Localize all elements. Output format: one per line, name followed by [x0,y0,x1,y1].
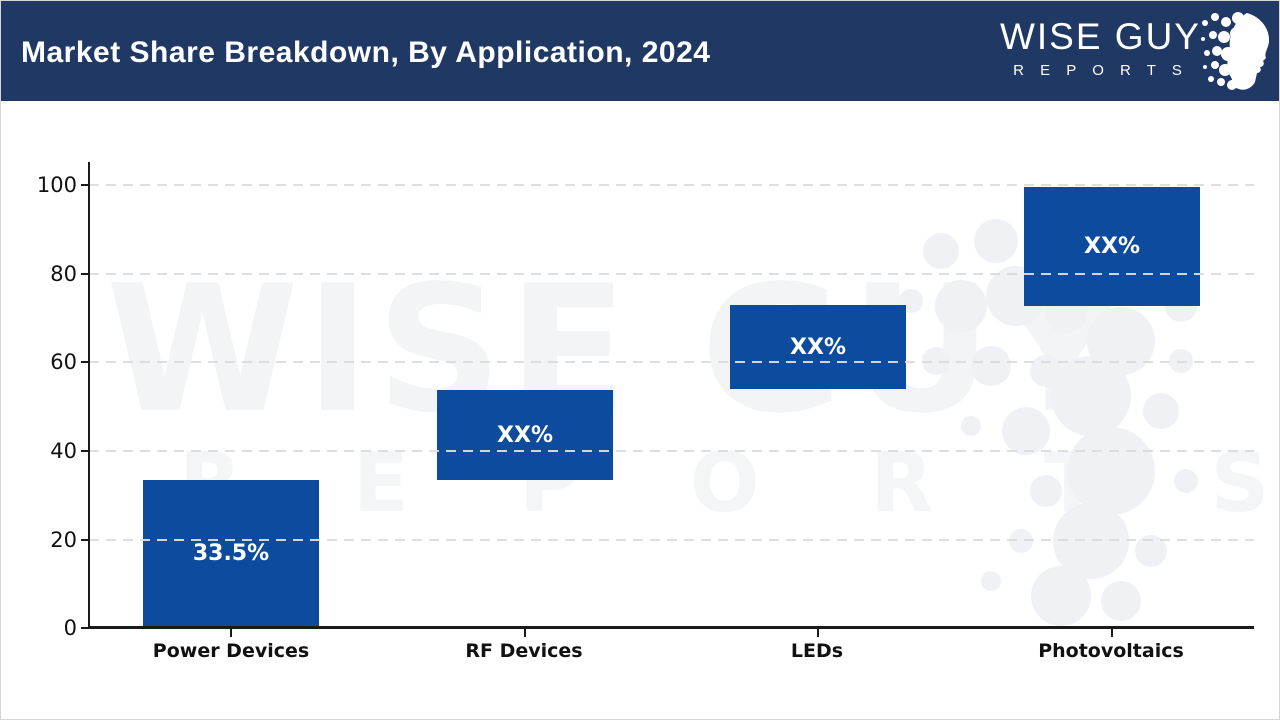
gridline-100 [89,184,1254,186]
gridline-40 [89,450,1254,452]
y-tick-label-40: 40 [50,439,77,463]
bar-label-power-devices: 33.5% [192,541,270,566]
category-label-leds: LEDs [790,640,844,662]
logo-wordmark: WISE GUY [999,16,1201,57]
y-tick-40 [81,450,89,452]
bar-leds: XX% [730,305,906,389]
category-label-power-devices: Power Devices [152,640,310,662]
bar-power-devices: 33.5% [143,480,319,627]
bar-rf-devices: XX% [437,390,613,480]
header-bar: Market Share Breakdown, By Application, … [1,1,1279,101]
category-label-rf-devices: RF Devices [465,640,583,662]
logo-head-icon [1201,12,1270,90]
y-tick-60 [81,361,89,363]
bar-label-rf-devices: XX% [497,422,553,448]
gridline-20 [89,539,1254,541]
logo-subtitle: R E P O R T S [1013,62,1188,79]
y-tick-label-0: 0 [63,616,77,640]
y-tick-80 [81,273,89,275]
y-tick-0 [81,627,89,629]
y-tick-label-100: 100 [36,173,77,197]
logo-text: WISE GUY R E P O R T S [1000,15,1201,81]
y-tick-100 [81,184,89,186]
x-tick-power-devices [230,629,232,637]
y-tick-label-80: 80 [50,262,77,286]
page-title: Market Share Breakdown, By Application, … [21,36,711,69]
x-tick-leds [817,629,819,637]
x-tick-photovoltaics [1111,629,1113,637]
y-tick-label-60: 60 [50,350,77,374]
x-tick-rf-devices [524,629,526,637]
category-label-photovoltaics: Photovoltaics [1038,640,1184,662]
y-tick-label-20: 20 [50,528,77,552]
y-axis-spine [88,162,90,629]
bar-label-leds: XX% [790,334,846,360]
bar-label-photovoltaics: XX% [1084,234,1140,259]
gridline-80 [89,273,1254,275]
x-axis-spine [88,626,1254,629]
y-tick-20 [81,539,89,541]
gridline-60 [89,361,1254,363]
bar-photovoltaics: XX% [1024,187,1200,306]
wise-guy-reports-logo: WISE GUY R E P O R T S [1000,7,1271,97]
